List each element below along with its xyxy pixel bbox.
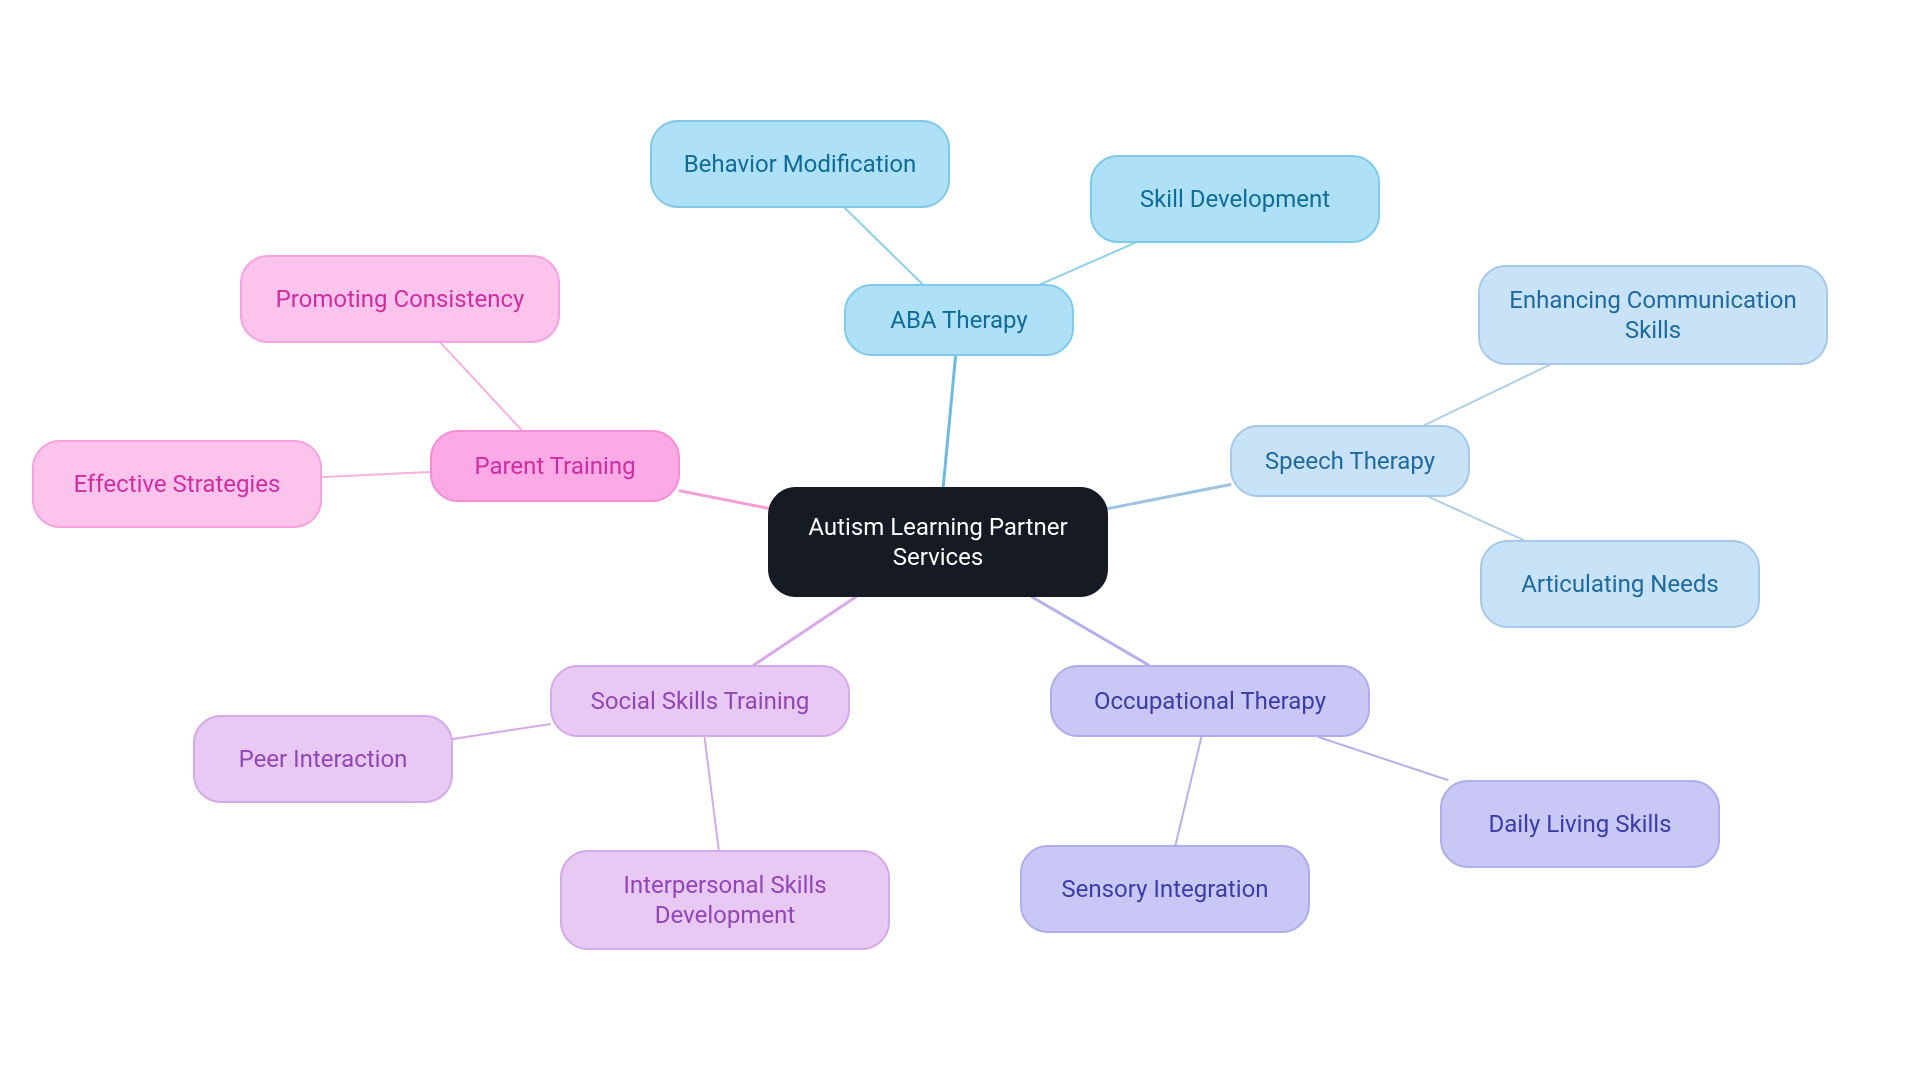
node-enhancing-communication: Enhancing Communication Skills [1478,265,1828,365]
node-peer-interaction: Peer Interaction [193,715,453,803]
node-articulating-needs: Articulating Needs [1480,540,1760,628]
node-effective-strategies: Effective Strategies [32,440,322,528]
node-aba-therapy: ABA Therapy [844,284,1074,356]
mindmap-canvas: Autism Learning Partner Services ABA The… [0,0,1920,1083]
node-promoting-consistency: Promoting Consistency [240,255,560,343]
node-daily-living-skills: Daily Living Skills [1440,780,1720,868]
node-speech-therapy: Speech Therapy [1230,425,1470,497]
node-occupational-therapy: Occupational Therapy [1050,665,1370,737]
node-interpersonal-skills: Interpersonal Skills Development [560,850,890,950]
node-skill-development: Skill Development [1090,155,1380,243]
node-central: Autism Learning Partner Services [768,487,1108,597]
node-social-skills-training: Social Skills Training [550,665,850,737]
node-sensory-integration: Sensory Integration [1020,845,1310,933]
node-parent-training: Parent Training [430,430,680,502]
node-behavior-modification: Behavior Modification [650,120,950,208]
